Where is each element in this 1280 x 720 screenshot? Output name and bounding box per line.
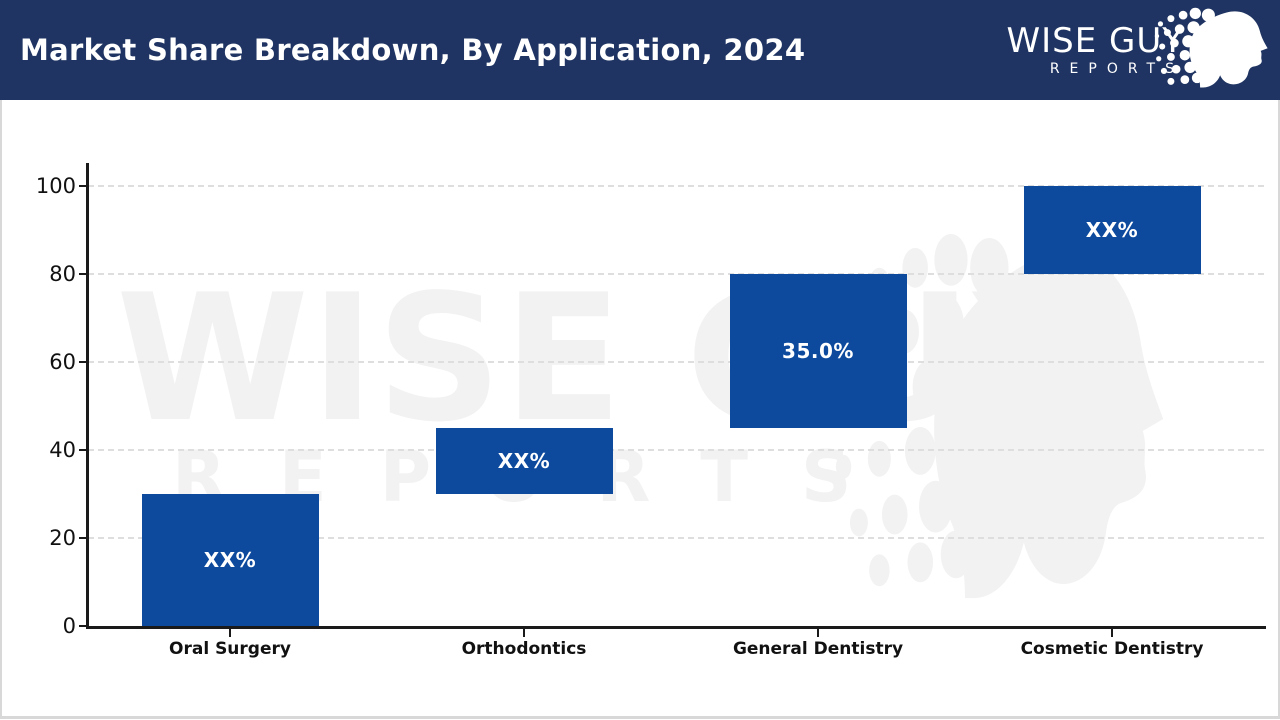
chart-title: Market Share Breakdown, By Application, … <box>20 33 806 67</box>
logo-subtext: REPORTS <box>1049 61 1184 77</box>
y-tick-mark <box>79 185 87 187</box>
bar-cosmetic-dentistry: XX% <box>1023 186 1201 274</box>
bar-value-label: 35.0% <box>782 339 854 363</box>
head-profile-dots-icon <box>1154 7 1268 88</box>
x-tick-mark <box>817 629 819 637</box>
y-tick-label: 40 <box>49 438 76 462</box>
y-tick-label: 20 <box>49 526 76 550</box>
bar-value-label: XX% <box>1085 218 1139 242</box>
x-axis-line <box>86 626 1266 629</box>
y-tick-mark <box>79 537 87 539</box>
gridline <box>88 185 1264 187</box>
gridline <box>88 537 1264 539</box>
y-tick-label: 100 <box>35 174 76 198</box>
x-category-label: Cosmetic Dentistry <box>1020 639 1204 659</box>
y-axis-line <box>86 163 89 629</box>
y-tick-label: 0 <box>62 614 76 638</box>
gridline <box>88 361 1264 363</box>
x-tick-mark <box>229 629 231 637</box>
bar-general-dentistry: 35.0% <box>729 274 907 428</box>
y-tick-label: 60 <box>49 350 76 374</box>
x-category-label: General Dentistry <box>732 639 904 659</box>
bar-oral-surgery: XX% <box>141 494 319 626</box>
y-tick-mark <box>79 449 87 451</box>
y-tick-mark <box>79 361 87 363</box>
y-tick-mark <box>79 273 87 275</box>
brand-logo: WISE GUY REPORTS <box>1006 6 1280 94</box>
x-category-label: Oral Surgery <box>169 639 291 659</box>
y-tick-label: 80 <box>49 262 76 286</box>
bar-orthodontics: XX% <box>435 428 613 494</box>
gridline <box>88 273 1264 275</box>
bar-value-label: XX% <box>203 548 257 572</box>
x-tick-mark <box>523 629 525 637</box>
bar-value-label: XX% <box>497 449 551 473</box>
logo-text: WISE GUY REPORTS <box>1006 23 1184 77</box>
x-tick-mark <box>1111 629 1113 637</box>
x-category-label: Orthodontics <box>461 639 587 659</box>
logo-wordmark: WISE GUY <box>1006 21 1184 61</box>
y-tick-mark <box>79 625 87 627</box>
gridline <box>88 449 1264 451</box>
header-banner: Market Share Breakdown, By Application, … <box>0 0 1280 100</box>
